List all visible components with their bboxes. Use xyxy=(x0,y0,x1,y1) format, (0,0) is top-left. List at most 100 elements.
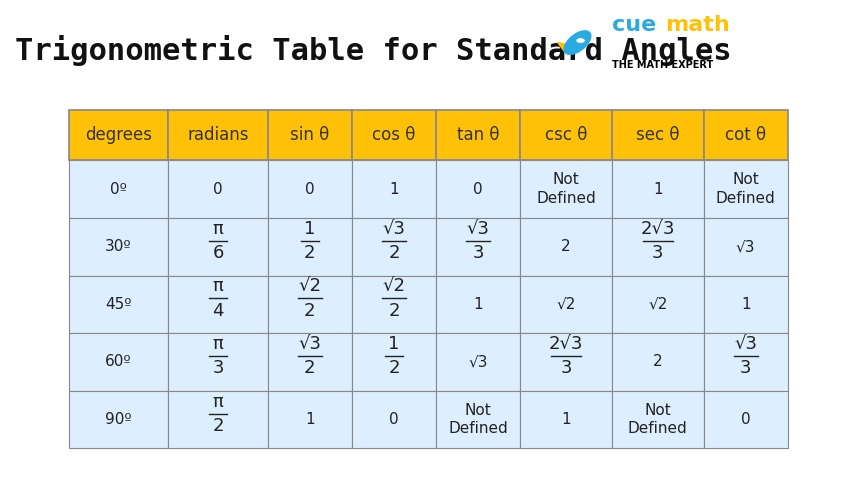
Text: 2: 2 xyxy=(304,360,316,377)
FancyBboxPatch shape xyxy=(612,218,704,276)
Text: √2: √2 xyxy=(298,278,322,295)
Text: sin θ: sin θ xyxy=(290,126,329,144)
Text: 3: 3 xyxy=(212,360,224,377)
Text: math: math xyxy=(665,15,730,35)
Text: π: π xyxy=(213,335,223,353)
FancyBboxPatch shape xyxy=(612,391,704,448)
Text: 4: 4 xyxy=(212,302,224,320)
FancyBboxPatch shape xyxy=(612,333,704,391)
FancyBboxPatch shape xyxy=(704,276,788,333)
Text: π: π xyxy=(213,220,223,238)
Text: csc θ: csc θ xyxy=(545,126,587,144)
FancyBboxPatch shape xyxy=(520,160,612,218)
Text: Not
Defined: Not Defined xyxy=(536,172,596,206)
FancyBboxPatch shape xyxy=(168,110,268,160)
Text: 1: 1 xyxy=(473,297,482,312)
Text: 2: 2 xyxy=(212,417,224,435)
FancyBboxPatch shape xyxy=(352,160,436,218)
FancyBboxPatch shape xyxy=(168,160,268,218)
FancyBboxPatch shape xyxy=(704,218,788,276)
FancyBboxPatch shape xyxy=(268,333,352,391)
Text: cos θ: cos θ xyxy=(372,126,416,144)
FancyBboxPatch shape xyxy=(168,391,268,448)
Text: 2: 2 xyxy=(562,239,571,254)
Text: cue: cue xyxy=(612,15,656,35)
Text: 2: 2 xyxy=(653,355,663,369)
Text: 3: 3 xyxy=(652,244,663,262)
Text: 2√3: 2√3 xyxy=(549,335,584,353)
FancyBboxPatch shape xyxy=(520,391,612,448)
FancyBboxPatch shape xyxy=(436,218,520,276)
Text: 0: 0 xyxy=(473,182,482,196)
FancyBboxPatch shape xyxy=(69,391,168,448)
Text: 2√3: 2√3 xyxy=(641,220,675,238)
Text: √3: √3 xyxy=(298,335,322,353)
FancyBboxPatch shape xyxy=(352,110,436,160)
FancyBboxPatch shape xyxy=(612,160,704,218)
FancyBboxPatch shape xyxy=(520,333,612,391)
Text: 0º: 0º xyxy=(110,182,127,196)
Text: cot θ: cot θ xyxy=(725,126,766,144)
FancyBboxPatch shape xyxy=(69,160,168,218)
FancyBboxPatch shape xyxy=(612,276,704,333)
Text: 3: 3 xyxy=(560,360,572,377)
FancyBboxPatch shape xyxy=(352,276,436,333)
Text: THE MATH EXPERT: THE MATH EXPERT xyxy=(612,60,713,70)
FancyBboxPatch shape xyxy=(69,110,168,160)
FancyBboxPatch shape xyxy=(436,110,520,160)
Text: Trigonometric Table for Standard Angles: Trigonometric Table for Standard Angles xyxy=(15,35,732,66)
Text: 1: 1 xyxy=(741,297,750,312)
Text: √3: √3 xyxy=(382,220,405,238)
Text: √3: √3 xyxy=(734,335,757,353)
Text: √3: √3 xyxy=(736,239,755,254)
FancyBboxPatch shape xyxy=(520,110,612,160)
Text: 0: 0 xyxy=(305,182,315,196)
FancyBboxPatch shape xyxy=(704,110,788,160)
Text: 1: 1 xyxy=(562,412,571,427)
Text: √2: √2 xyxy=(648,297,668,312)
Text: 90º: 90º xyxy=(105,412,132,427)
Text: Not
Defined: Not Defined xyxy=(628,403,688,436)
Text: 1: 1 xyxy=(653,182,663,196)
Text: 1: 1 xyxy=(389,182,399,196)
FancyBboxPatch shape xyxy=(704,333,788,391)
FancyBboxPatch shape xyxy=(268,276,352,333)
Text: Not
Defined: Not Defined xyxy=(448,403,508,436)
FancyBboxPatch shape xyxy=(168,333,268,391)
FancyBboxPatch shape xyxy=(352,333,436,391)
FancyBboxPatch shape xyxy=(612,110,704,160)
FancyBboxPatch shape xyxy=(268,160,352,218)
Text: tan θ: tan θ xyxy=(457,126,499,144)
FancyBboxPatch shape xyxy=(704,391,788,448)
Text: 0: 0 xyxy=(741,412,750,427)
FancyBboxPatch shape xyxy=(436,391,520,448)
Text: 6: 6 xyxy=(212,244,224,262)
Text: 3: 3 xyxy=(472,244,484,262)
FancyBboxPatch shape xyxy=(268,218,352,276)
Ellipse shape xyxy=(563,30,591,55)
Text: 2: 2 xyxy=(388,244,400,262)
Text: 0: 0 xyxy=(389,412,399,427)
Text: 2: 2 xyxy=(304,244,316,262)
FancyBboxPatch shape xyxy=(520,218,612,276)
Circle shape xyxy=(575,37,586,44)
FancyBboxPatch shape xyxy=(352,218,436,276)
Text: 0: 0 xyxy=(213,182,223,196)
FancyBboxPatch shape xyxy=(352,391,436,448)
Text: 1: 1 xyxy=(305,412,315,427)
FancyBboxPatch shape xyxy=(168,218,268,276)
FancyBboxPatch shape xyxy=(520,276,612,333)
Text: π: π xyxy=(213,393,223,411)
Text: 1: 1 xyxy=(304,220,316,238)
FancyBboxPatch shape xyxy=(168,276,268,333)
Text: 2: 2 xyxy=(388,302,400,320)
Text: π: π xyxy=(213,278,223,295)
Text: radians: radians xyxy=(187,126,248,144)
FancyBboxPatch shape xyxy=(69,218,168,276)
Text: √2: √2 xyxy=(557,297,576,312)
Text: √2: √2 xyxy=(382,278,405,295)
Text: √3: √3 xyxy=(466,220,489,238)
Polygon shape xyxy=(556,42,573,52)
Text: degrees: degrees xyxy=(85,126,152,144)
FancyBboxPatch shape xyxy=(268,391,352,448)
